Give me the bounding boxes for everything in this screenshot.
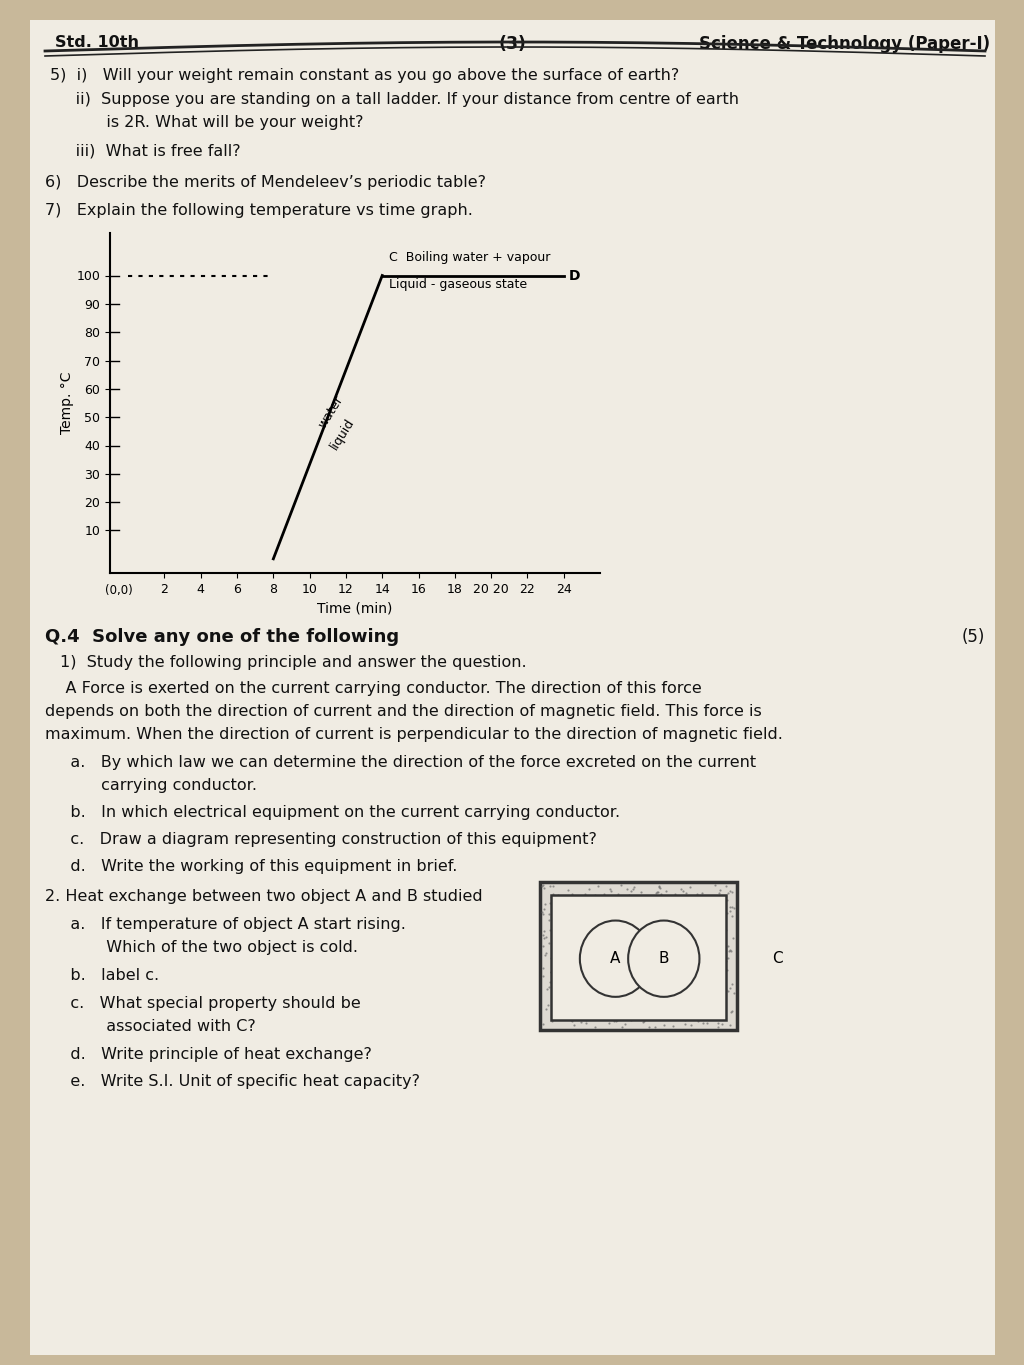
Text: c.   What special property should be: c. What special property should be (55, 996, 360, 1011)
Bar (540, 882, 737, 1031)
Text: 1)  Study the following principle and answer the question.: 1) Study the following principle and ans… (60, 655, 526, 670)
Text: iii)  What is free fall?: iii) What is free fall? (50, 143, 241, 158)
Text: is 2R. What will be your weight?: is 2R. What will be your weight? (50, 115, 364, 130)
Text: 7)   Explain the following temperature vs time graph.: 7) Explain the following temperature vs … (45, 203, 473, 218)
Text: C: C (772, 951, 782, 966)
Text: 2. Heat exchange between two object A and B studied: 2. Heat exchange between two object A an… (45, 889, 482, 904)
Text: Std. 10th: Std. 10th (55, 35, 139, 51)
Text: maximum. When the direction of current is perpendicular to the direction of magn: maximum. When the direction of current i… (45, 728, 783, 743)
Text: water: water (316, 393, 346, 430)
Text: (0,0): (0,0) (105, 584, 133, 598)
Text: (5): (5) (962, 628, 985, 646)
Text: carrying conductor.: carrying conductor. (55, 778, 257, 793)
Text: 5)  i)   Will your weight remain constant as you go above the surface of earth?: 5) i) Will your weight remain constant a… (50, 68, 679, 83)
Text: e.   Write S.I. Unit of specific heat capacity?: e. Write S.I. Unit of specific heat capa… (55, 1074, 420, 1089)
Text: D: D (569, 269, 581, 283)
Text: C  Boiling water + vapour: C Boiling water + vapour (389, 251, 551, 265)
Text: d.   Write the working of this equipment in brief.: d. Write the working of this equipment i… (55, 859, 458, 874)
Bar (551, 894, 726, 1020)
Text: b.   In which electrical equipment on the current carrying conductor.: b. In which electrical equipment on the … (55, 805, 621, 820)
Text: a.   By which law we can determine the direction of the force excreted on the cu: a. By which law we can determine the dir… (55, 755, 756, 770)
Text: associated with C?: associated with C? (55, 1020, 256, 1035)
Text: b.   label c.: b. label c. (55, 968, 159, 983)
Text: ii)  Suppose you are standing on a tall ladder. If your distance from centre of : ii) Suppose you are standing on a tall l… (50, 91, 739, 106)
Text: Liquid - gaseous state: Liquid - gaseous state (389, 278, 527, 291)
Text: (3): (3) (498, 35, 526, 53)
Text: liquid: liquid (328, 416, 357, 452)
Text: c.   Draw a diagram representing construction of this equipment?: c. Draw a diagram representing construct… (55, 833, 597, 848)
Text: A: A (610, 951, 621, 966)
Y-axis label: Temp. °C: Temp. °C (59, 371, 74, 434)
Text: Which of the two object is cold.: Which of the two object is cold. (55, 940, 358, 955)
Text: Q.4  Solve any one of the following: Q.4 Solve any one of the following (45, 628, 399, 646)
X-axis label: Time (min): Time (min) (317, 601, 392, 616)
Circle shape (628, 920, 699, 996)
Text: a.   If temperature of object A start rising.: a. If temperature of object A start risi… (55, 917, 406, 932)
Text: depends on both the direction of current and the direction of magnetic field. Th: depends on both the direction of current… (45, 704, 762, 719)
Text: A Force is exerted on the current carrying conductor. The direction of this forc: A Force is exerted on the current carryi… (45, 681, 701, 696)
Text: B: B (658, 951, 669, 966)
Text: Science & Technology (Paper-I): Science & Technology (Paper-I) (698, 35, 990, 53)
Circle shape (580, 920, 651, 996)
Text: 6)   Describe the merits of Mendeleev’s periodic table?: 6) Describe the merits of Mendeleev’s pe… (45, 175, 486, 190)
Text: d.   Write principle of heat exchange?: d. Write principle of heat exchange? (55, 1047, 372, 1062)
